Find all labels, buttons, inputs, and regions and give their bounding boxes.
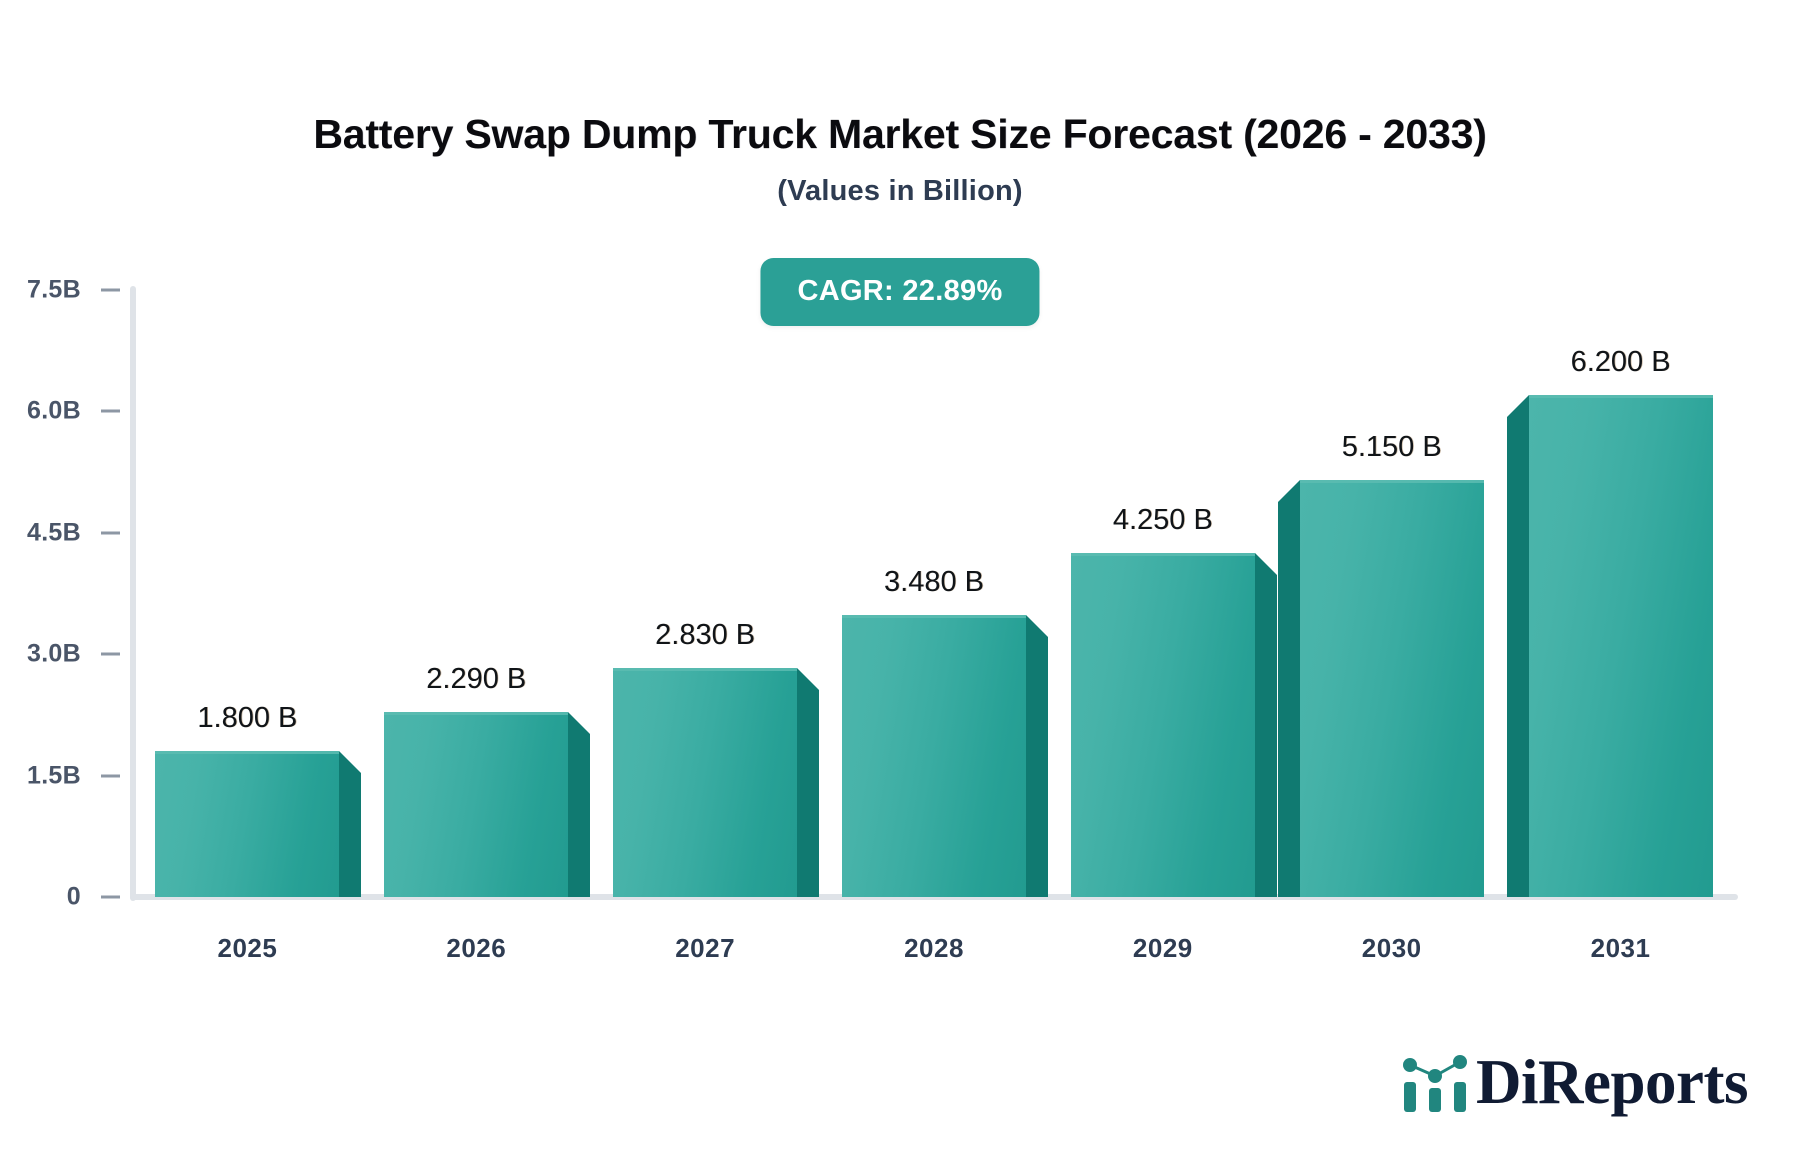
bar-group[interactable]: 5.150 B 2030 (1277, 290, 1484, 963)
bar-group[interactable]: 2.830 B 2027 (613, 290, 820, 963)
bar-value-label: 6.200 B (1570, 346, 1671, 379)
bar-value-label: 2.830 B (655, 618, 756, 651)
brand-logo: DiReports (1401, 1051, 1748, 1114)
bar-side-face (1506, 417, 1529, 897)
bar[interactable]: 2.830 B (613, 619, 820, 897)
bar-front-face (1528, 395, 1713, 897)
bar-top-face (155, 751, 340, 755)
bar[interactable]: 5.150 B (1277, 431, 1484, 897)
bar-value-label: 2.290 B (426, 662, 527, 695)
bar-side-face (339, 773, 362, 897)
bar-front-face (1070, 553, 1255, 897)
y-axis-tick-dash (101, 652, 120, 656)
bar-top-face (613, 667, 798, 671)
bar-group[interactable]: 3.480 B 2028 (842, 290, 1048, 963)
bar-front-face (842, 615, 1026, 897)
cagr-badge: CAGR: 22.89% (760, 258, 1040, 326)
x-axis-category-label: 2030 (1361, 933, 1422, 963)
bar-group[interactable]: 4.250 B 2029 (1070, 290, 1277, 963)
plot-area: 0 1.5B 3.0B 4.5B 6.0B 7.5B 1.800 B 2025 2.290 B… (27, 276, 1738, 963)
y-axis-tick-dash (101, 774, 120, 778)
bar-side-face (1277, 502, 1300, 897)
bar-value-label: 5.150 B (1341, 431, 1442, 464)
y-axis-tick-dash (101, 288, 120, 292)
bar-value-label: 1.800 B (197, 702, 298, 735)
x-axis-category-label: 2027 (675, 933, 736, 963)
bar-top-face (1528, 395, 1713, 399)
bar-value-label: 3.480 B (884, 566, 984, 599)
bar[interactable]: 3.480 B (842, 566, 1048, 897)
x-axis-category-label: 2031 (1590, 933, 1651, 963)
y-axis-tick: 0 (67, 883, 133, 912)
bar-side-face (1026, 637, 1048, 897)
logo-text: DiReports (1476, 1047, 1748, 1117)
y-axis-tick-label: 6.0B (26, 396, 81, 425)
x-axis-line (130, 894, 1738, 900)
y-axis-tick-label: 1.5B (26, 761, 81, 790)
y-axis-tick: 6.0B (27, 397, 133, 426)
bar-top-bevel (568, 711, 591, 734)
bar-side-face (797, 689, 820, 897)
bar-top-face (842, 615, 1026, 619)
page-title: Battery Swap Dump Truck Market Size Fore… (313, 111, 1487, 157)
bar-value-label: 4.250 B (1112, 504, 1213, 537)
bar-front-face (613, 667, 798, 897)
bar-chart-logo-icon (1403, 1054, 1468, 1112)
y-axis-tick-dash (101, 531, 120, 535)
bar[interactable]: 2.290 B (384, 663, 591, 897)
bar[interactable]: 4.250 B (1070, 504, 1277, 897)
y-axis-tick-dash (101, 409, 120, 413)
y-axis-tick: 4.5B (27, 518, 133, 547)
bar-top-face (1070, 553, 1255, 557)
y-axis-tick-dash (101, 895, 120, 899)
y-axis-line (130, 286, 136, 901)
bar-top-bevel (1506, 395, 1529, 418)
title-block: Battery Swap Dump Truck Market Size Fore… (0, 111, 1800, 208)
bar-front-face (155, 751, 340, 897)
x-axis-category-label: 2025 (217, 933, 278, 963)
bar-top-face (384, 711, 569, 715)
bar-top-bevel (797, 667, 820, 690)
bar-top-bevel (339, 751, 362, 774)
bar[interactable]: 1.800 B (155, 702, 362, 897)
y-axis-tick-label: 7.5B (26, 275, 81, 304)
x-axis-category-label: 2026 (446, 933, 507, 963)
x-axis-category-label: 2029 (1132, 933, 1193, 963)
bar-group[interactable]: 6.200 B 2031 (1506, 290, 1713, 963)
y-axis-tick-label: 0 (66, 882, 81, 911)
bar-front-face (384, 711, 569, 897)
x-axis-category-label: 2028 (904, 933, 964, 963)
bar-top-bevel (1026, 615, 1048, 638)
y-axis-tick-label: 3.0B (26, 639, 81, 668)
chart-subtitle: (Values in Billion) (777, 175, 1023, 208)
y-axis-tick: 3.0B (27, 640, 133, 669)
y-axis-tick: 7.5B (27, 276, 133, 305)
bar-side-face (1254, 575, 1277, 897)
bar-side-face (568, 733, 591, 897)
bar-group[interactable]: 1.800 B 2025 (155, 290, 362, 963)
bar-front-face (1299, 480, 1484, 897)
y-axis-tick: 1.5B (27, 761, 133, 790)
bar-top-bevel (1254, 553, 1277, 576)
bar-group[interactable]: 2.290 B 2026 (384, 290, 591, 963)
bar-top-bevel (1277, 480, 1300, 503)
y-axis-tick-label: 4.5B (26, 518, 81, 547)
bar-top-face (1299, 480, 1484, 484)
bar[interactable]: 6.200 B (1506, 346, 1713, 897)
